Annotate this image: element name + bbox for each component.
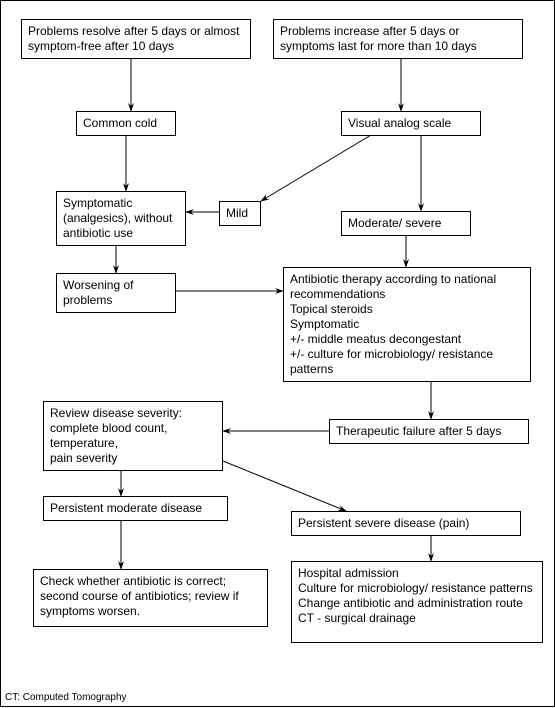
node-n_hosp: Hospital admission Culture for microbiol… [291, 561, 543, 643]
node-n_check: Check whether antibiotic is correct; sec… [33, 569, 268, 627]
node-n_symp: Symptomatic (analgesics), without antibi… [56, 191, 186, 246]
node-n_abx: Antibiotic therapy according to national… [283, 267, 531, 382]
edge-12 [223, 461, 346, 511]
footnote: CT: Computed Tomography [5, 692, 127, 703]
edge-3 [261, 135, 371, 201]
node-n_pmod: Persistent moderate disease [43, 496, 228, 521]
node-n_resolve: Problems resolve after 5 days or almost … [21, 19, 251, 59]
node-n_increase: Problems increase after 5 days or sympto… [273, 19, 523, 59]
node-n_vas: Visual analog scale [341, 111, 481, 136]
flowchart-canvas: CT: Computed Tomography Problems resolve… [0, 0, 555, 707]
node-n_psev: Persistent severe disease (pain) [291, 511, 521, 536]
node-n_mild: Mild [219, 201, 261, 226]
node-n_modsev: Moderate/ severe [341, 211, 471, 236]
node-n_cold: Common cold [76, 111, 176, 136]
node-n_review: Review disease severity: complete blood … [43, 401, 223, 471]
node-n_fail: Therapeutic failure after 5 days [329, 419, 529, 444]
node-n_worse: Worsening of problems [56, 273, 176, 313]
